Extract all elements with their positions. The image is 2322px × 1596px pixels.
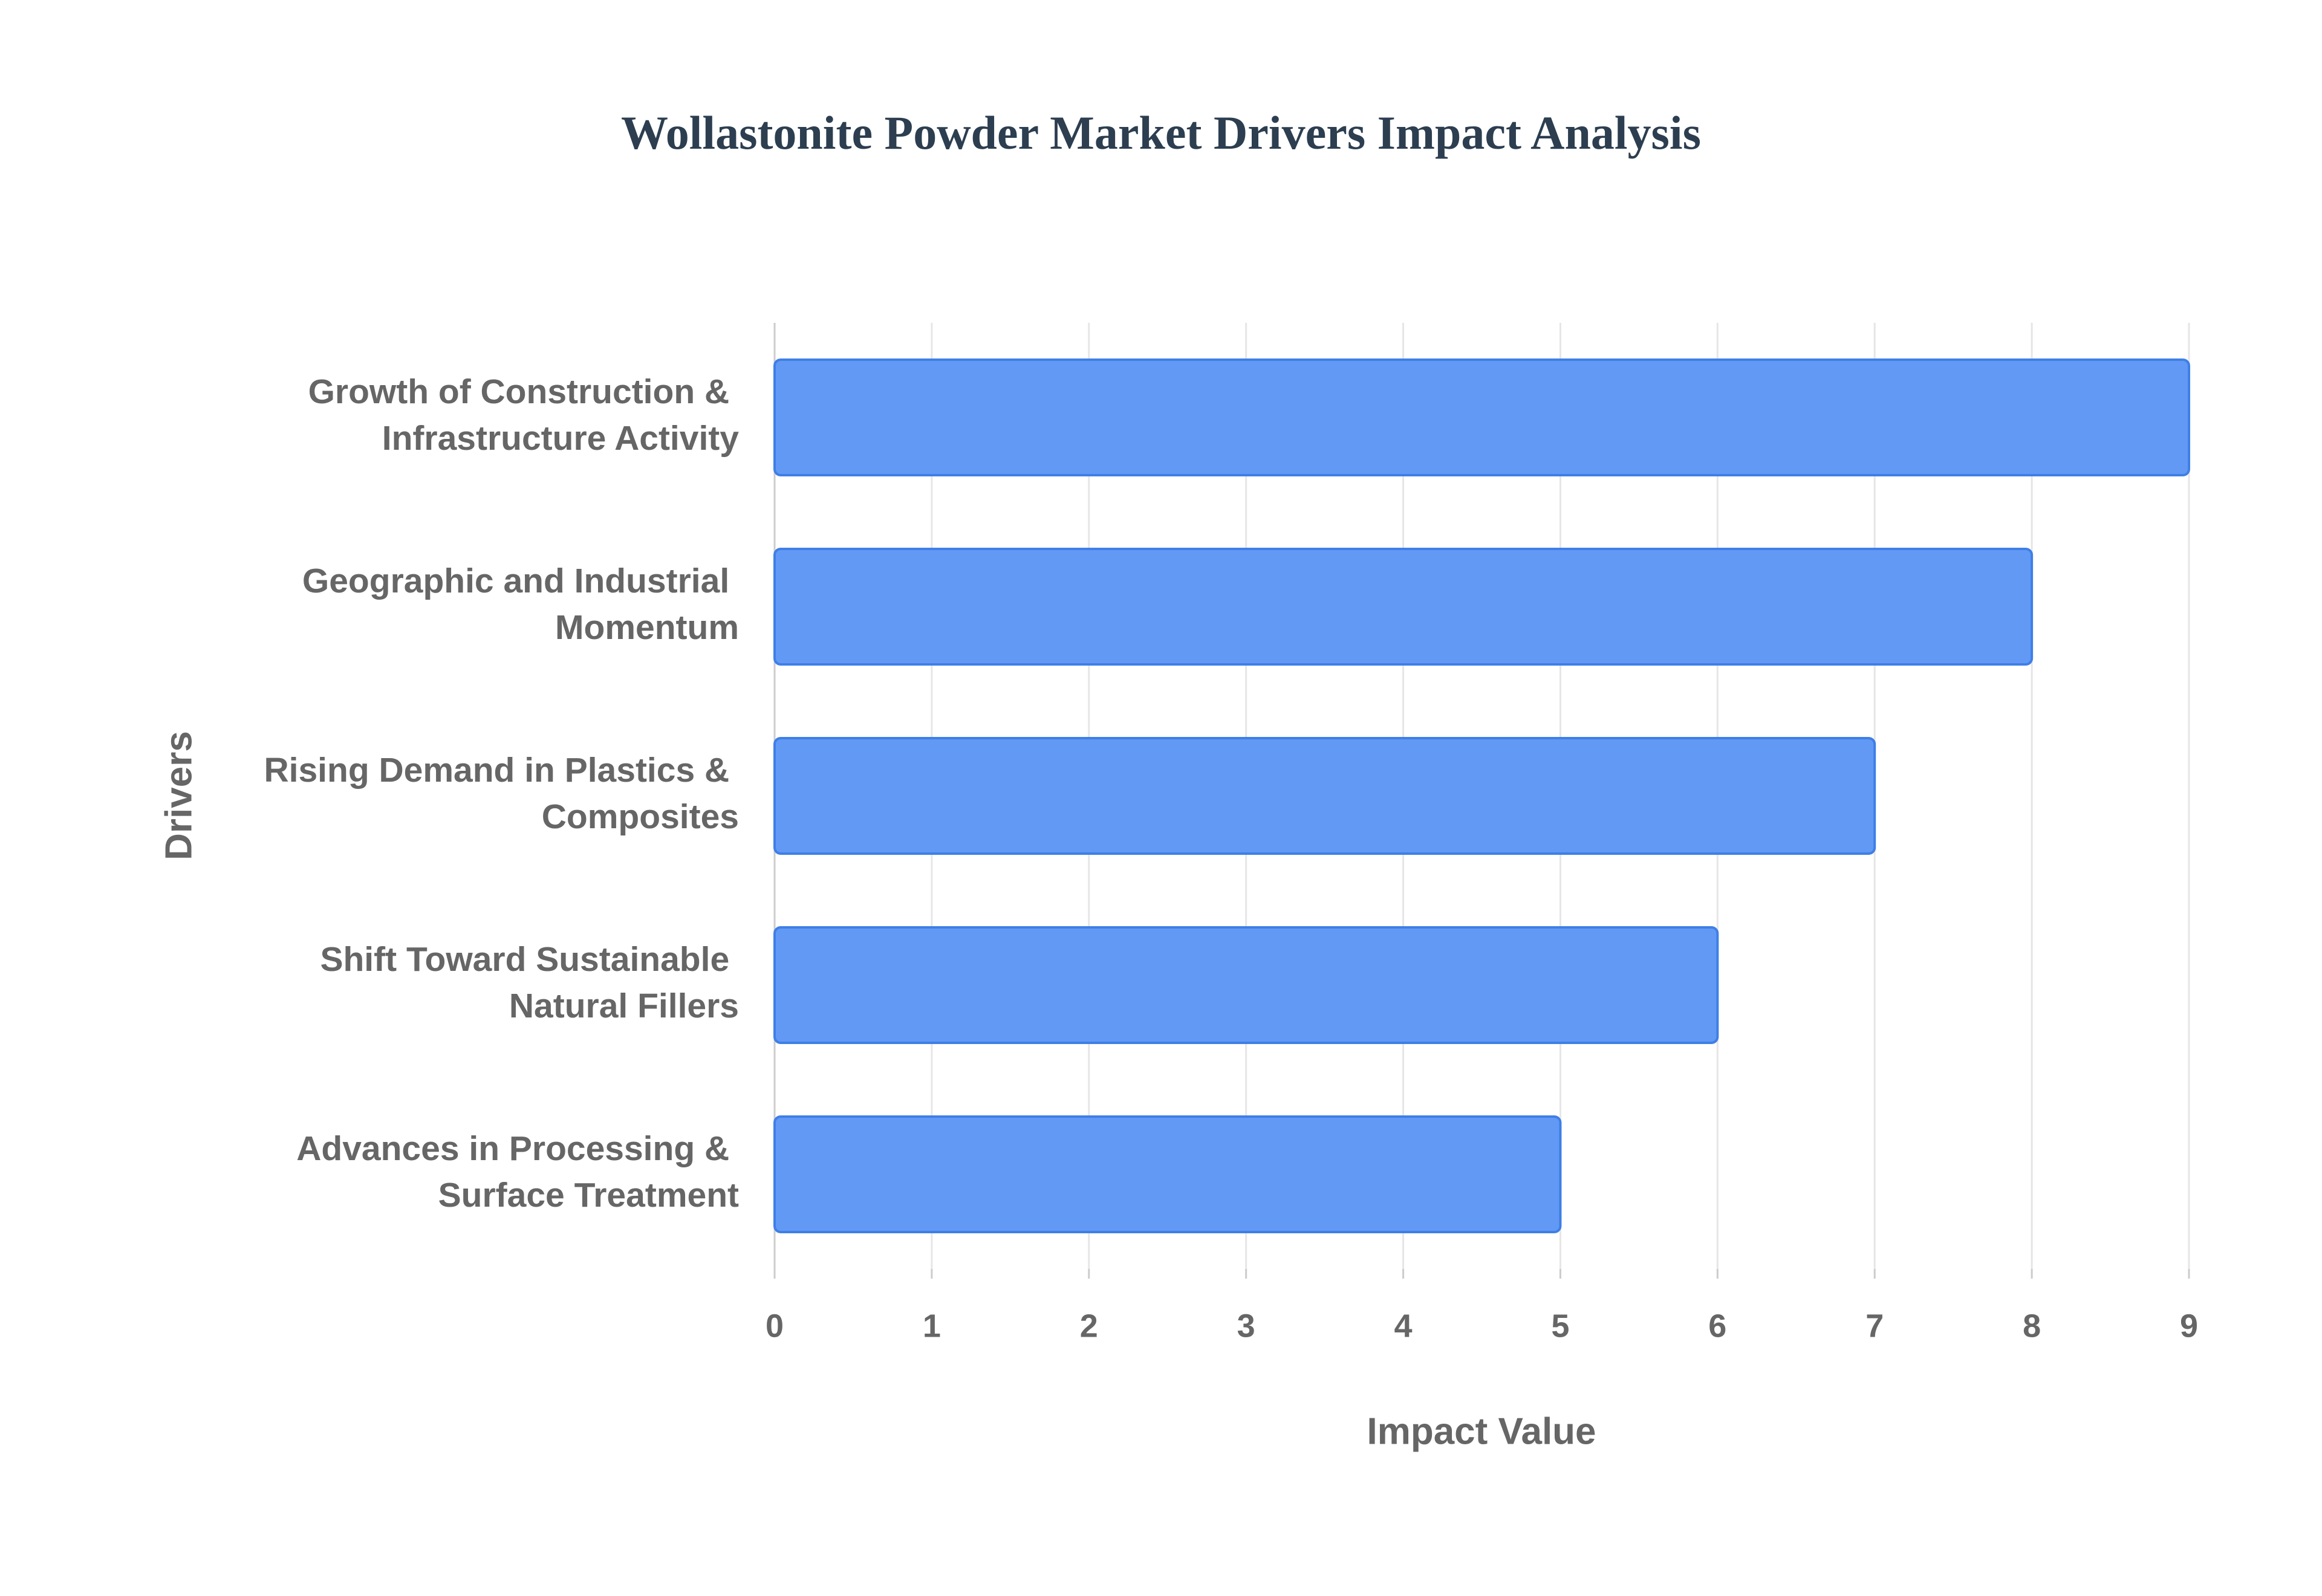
x-tick-label: 6 <box>1708 1308 1726 1344</box>
y-tick-label: Rising Demand in Plastics & Composites <box>264 751 739 836</box>
x-tick-label: 8 <box>2023 1308 2041 1344</box>
y-tick-label: Shift Toward Sustainable Natural Fillers <box>320 940 739 1025</box>
x-tick-label: 5 <box>1551 1308 1569 1344</box>
x-axis-title: Impact Value <box>1367 1410 1596 1452</box>
y-tick-label: Geographic and Industrial Momentum <box>302 562 739 647</box>
bar <box>773 548 2034 666</box>
x-tick-label: 4 <box>1394 1308 1413 1344</box>
x-tick-label: 9 <box>2180 1308 2198 1344</box>
x-tick-label: 2 <box>1080 1308 1098 1344</box>
y-tick-label: Growth of Construction & Infrastructure … <box>308 372 740 458</box>
x-tick-label: 0 <box>766 1308 784 1344</box>
bar <box>773 1115 1562 1233</box>
x-tick-label: 3 <box>1237 1308 1255 1344</box>
x-tick-label: 1 <box>923 1308 941 1344</box>
x-tick-label: 7 <box>1865 1308 1884 1344</box>
chart-title: Wollastonite Powder Market Drivers Impac… <box>621 106 1701 159</box>
bar <box>773 737 1876 855</box>
y-axis-title: Drivers <box>158 731 200 860</box>
y-tick-label: Advances in Processing & Surface Treatme… <box>296 1129 739 1215</box>
bar <box>773 358 2190 476</box>
bar <box>773 926 1719 1044</box>
